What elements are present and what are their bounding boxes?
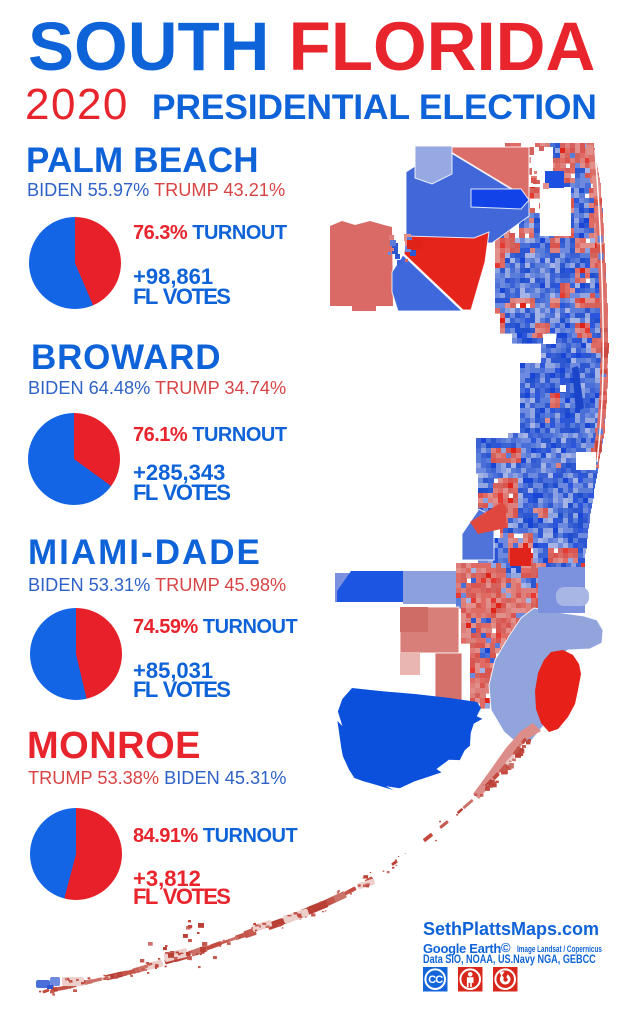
svg-text:CC: CC bbox=[428, 974, 443, 986]
